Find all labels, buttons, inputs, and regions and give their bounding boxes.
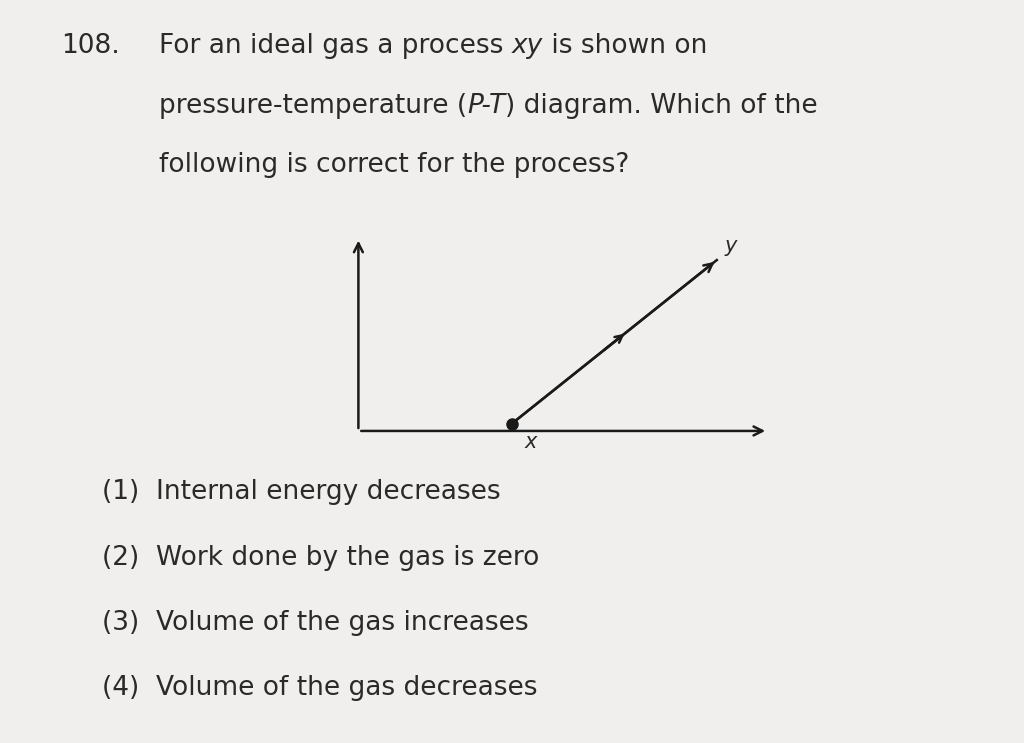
Text: (2)  Work done by the gas is zero: (2) Work done by the gas is zero bbox=[102, 545, 540, 571]
Text: (3)  Volume of the gas increases: (3) Volume of the gas increases bbox=[102, 610, 529, 636]
Text: following is correct for the process?: following is correct for the process? bbox=[159, 152, 629, 178]
Text: y: y bbox=[725, 236, 737, 256]
Text: (1)  Internal energy decreases: (1) Internal energy decreases bbox=[102, 479, 501, 505]
Text: P-T: P-T bbox=[467, 93, 505, 119]
Text: 108.: 108. bbox=[61, 33, 120, 59]
Text: xy: xy bbox=[511, 33, 543, 59]
Text: pressure-temperature (: pressure-temperature ( bbox=[159, 93, 467, 119]
Text: x: x bbox=[524, 432, 537, 452]
Text: is shown on: is shown on bbox=[543, 33, 708, 59]
Text: (4)  Volume of the gas decreases: (4) Volume of the gas decreases bbox=[102, 675, 538, 701]
Text: For an ideal gas a process: For an ideal gas a process bbox=[159, 33, 511, 59]
Text: ) diagram. Which of the: ) diagram. Which of the bbox=[505, 93, 817, 119]
